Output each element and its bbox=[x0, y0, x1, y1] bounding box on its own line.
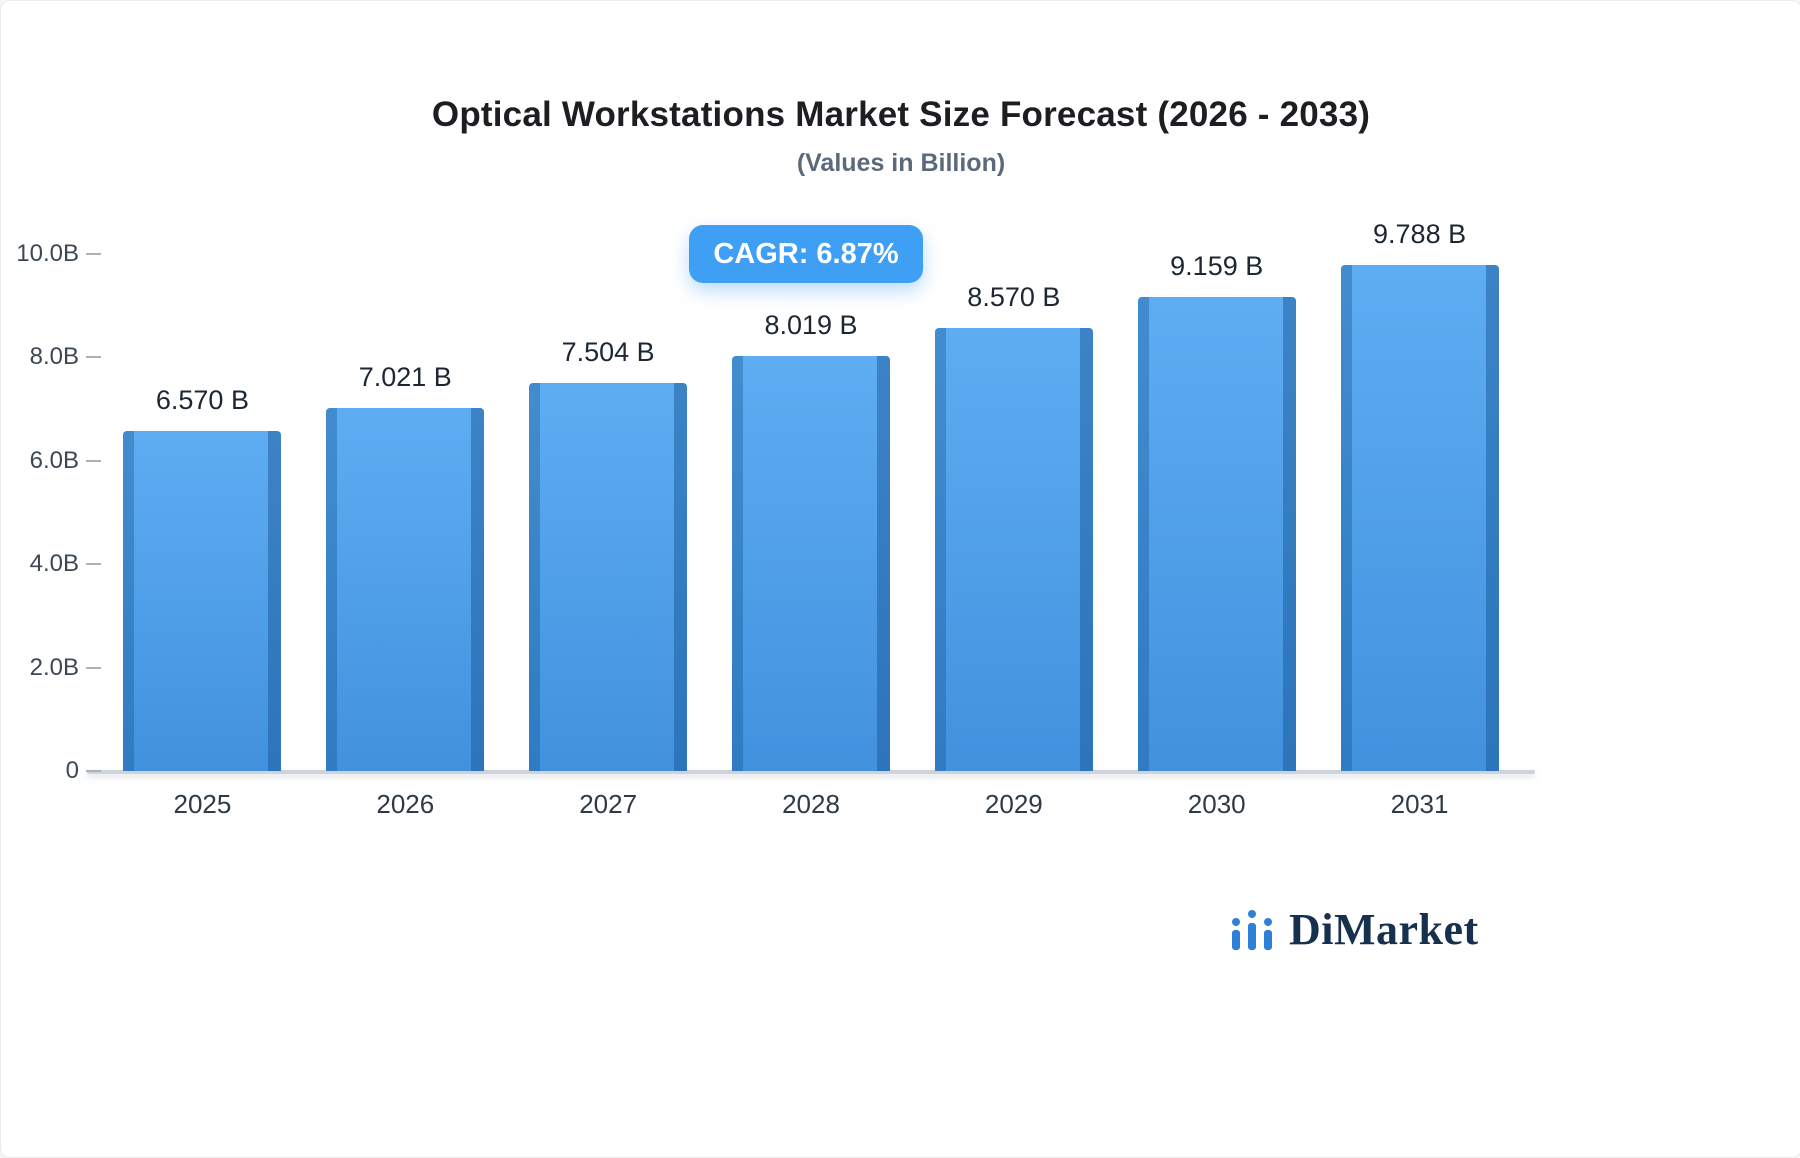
y-axis-tick-label: 10.0B bbox=[16, 240, 79, 267]
bar-2027 bbox=[529, 383, 688, 771]
bar-2026 bbox=[326, 408, 485, 771]
cagr-badge-label: CAGR: 6.87% bbox=[713, 237, 899, 270]
y-axis-tick-label: 4.0B bbox=[29, 550, 79, 578]
cagr-badge: CAGR: 6.87% bbox=[689, 225, 923, 283]
x-axis-label: 2027 bbox=[579, 789, 638, 819]
x-axis-baseline bbox=[87, 770, 1535, 774]
y-axis-tick-label: 0 bbox=[65, 757, 79, 784]
y-axis-tick-label: 2.0B bbox=[29, 653, 79, 681]
x-axis-label: 2025 bbox=[173, 789, 232, 819]
y-axis-tick-mark bbox=[86, 356, 101, 359]
bar-2025 bbox=[123, 431, 282, 771]
bar-2031 bbox=[1340, 264, 1499, 772]
x-axis-label: 2026 bbox=[376, 789, 435, 819]
bar-value-label: 9.159 B bbox=[1170, 251, 1264, 282]
bar-2030 bbox=[1137, 297, 1296, 771]
dimarket-logo-text: DiMarket bbox=[1289, 905, 1479, 954]
bar-2028 bbox=[732, 356, 890, 771]
y-axis-tick-label: 6.0B bbox=[29, 446, 79, 474]
x-axis-label: 2031 bbox=[1390, 789, 1449, 819]
chart-subtitle: (Values in Billion) bbox=[796, 149, 1006, 177]
bar-2029 bbox=[934, 327, 1093, 772]
bar-value-label: 9.788 B bbox=[1373, 218, 1467, 249]
bar-value-label: 7.504 B bbox=[561, 337, 655, 368]
bar-value-label: 7.021 B bbox=[358, 362, 452, 392]
bar-value-label: 8.570 B bbox=[967, 281, 1061, 312]
bar-chart-icon bbox=[1232, 909, 1272, 950]
dimarket-logo: DiMarket bbox=[1229, 904, 1479, 955]
y-axis-tick-mark bbox=[86, 666, 101, 669]
x-axis-label: 2030 bbox=[1187, 789, 1246, 819]
y-axis-tick-mark bbox=[86, 253, 101, 255]
bar-value-label: 6.570 B bbox=[155, 385, 249, 416]
x-axis-label: 2028 bbox=[782, 789, 840, 819]
x-axis-label: 2029 bbox=[984, 789, 1043, 819]
bar-value-label: 8.019 B bbox=[764, 310, 858, 341]
chart-title: Optical Workstations Market Size Forecas… bbox=[431, 95, 1371, 134]
y-axis-tick-mark bbox=[86, 770, 101, 772]
y-axis-tick-label: 8.0B bbox=[29, 343, 79, 371]
y-axis-tick-mark bbox=[86, 459, 101, 462]
y-axis-tick-mark bbox=[86, 563, 101, 566]
